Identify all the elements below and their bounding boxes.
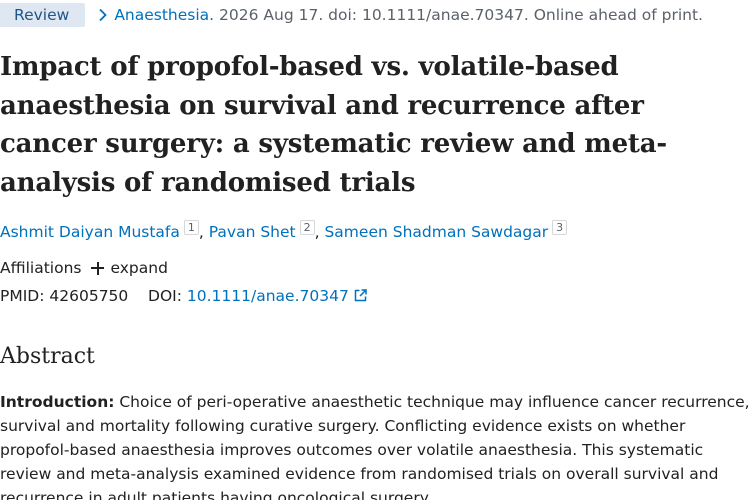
affiliations-row: Affiliations expand [0,259,168,277]
citation-text: 2026 Aug 17. doi: 10.1111/anae.70347. On… [219,6,703,24]
author-separator: , [314,223,325,241]
abstract-heading: Abstract [0,344,95,369]
doi-link[interactable]: 10.1111/anae.70347 [187,287,367,305]
plus-icon [91,261,105,275]
doi-label: DOI: [148,287,182,305]
chevron-right-icon [99,8,108,22]
affiliation-ref[interactable]: 2 [299,220,315,235]
authors-list: Ashmit Daiyan Mustafa 1, Pavan Shet 2, Sam… [0,220,568,241]
introduction-text: Choice of peri-operative anaesthetic tec… [0,393,750,500]
pmid-label: PMID: [0,287,45,305]
introduction-label: Introduction: [0,393,115,411]
affiliation-ref[interactable]: 3 [552,220,568,235]
abstract-introduction: Introduction: Choice of peri-operative a… [0,390,750,500]
journal-link[interactable]: Anaesthesia. [114,6,215,24]
article-title: Impact of propofol-based vs. volatile-ba… [0,52,667,198]
affiliation-ref[interactable]: 1 [183,220,199,235]
author-link[interactable]: Ashmit Daiyan Mustafa [0,223,180,241]
expand-affiliations-button[interactable]: expand [91,259,168,277]
identifiers-row: PMID: 42605750 DOI: 10.1111/anae.70347 [0,287,367,305]
author-separator: , [198,223,209,241]
article-type-badge: Review [0,3,86,27]
author-link[interactable]: Pavan Shet [208,223,296,241]
doi-value: 10.1111/anae.70347 [186,287,349,305]
pmid-value: 42605750 [49,287,129,305]
publication-line: Review Anaesthesia. 2026 Aug 17. doi: 10… [0,2,703,28]
affiliations-label: Affiliations [0,259,82,277]
expand-label: expand [110,259,168,277]
external-link-icon [354,289,367,302]
author-link[interactable]: Sameen Shadman Sawdagar [324,223,549,241]
